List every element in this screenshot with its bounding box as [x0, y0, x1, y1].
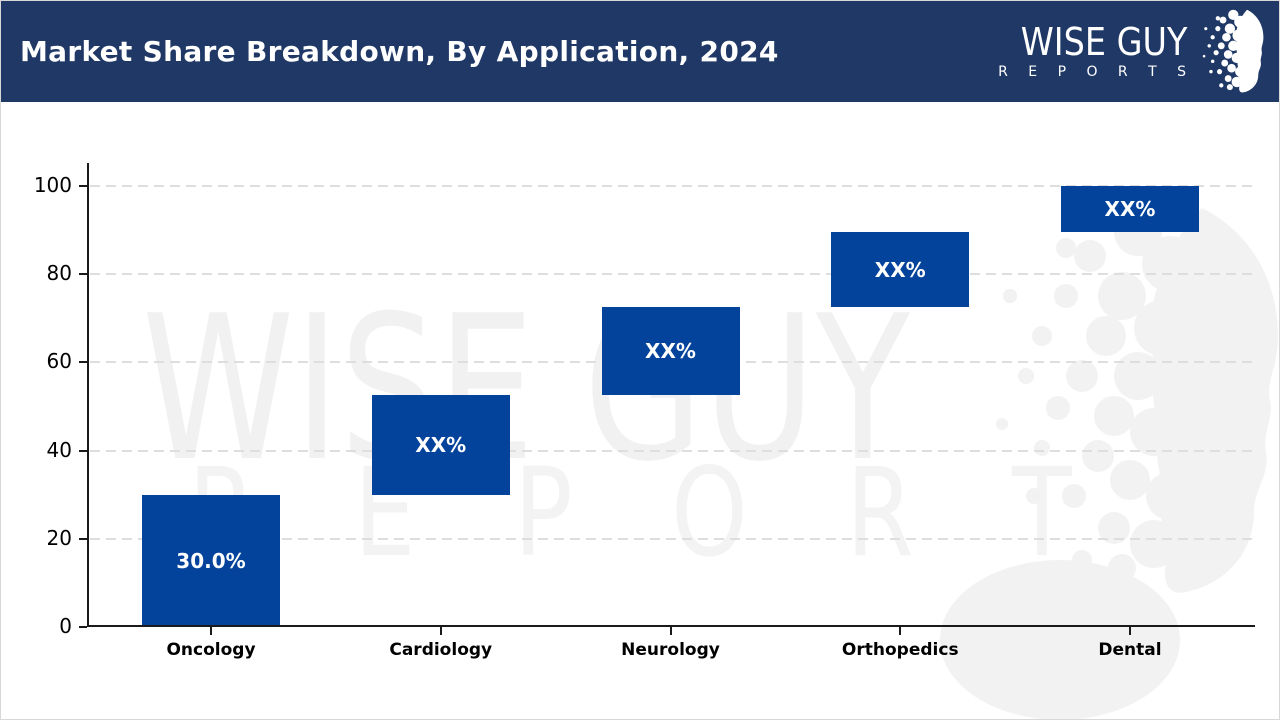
watermark-blob — [940, 560, 1180, 720]
x-axis-label-cardiology: Cardiology — [389, 640, 493, 660]
y-axis-tick — [79, 449, 87, 452]
brand-logo: WISE GUY R E P O R T S — [992, 4, 1266, 98]
bar-oncology: 30.0% — [142, 494, 280, 627]
bar-orthopedics: XX% — [831, 232, 970, 308]
header-bar: Market Share Breakdown, By Application, … — [0, 0, 1280, 102]
brand-subtitle: R E P O R T S — [998, 63, 1194, 80]
x-axis-tick — [1129, 627, 1131, 635]
gridline-100 — [90, 185, 1254, 187]
bar-cardiology: XX% — [371, 395, 510, 495]
page-title: Market Share Breakdown, By Application, … — [20, 34, 779, 68]
x-axis-tick — [210, 627, 212, 635]
y-axis-tick-label: 80 — [46, 261, 72, 286]
brand-logo-text: WISE GUY R E P O R T S — [992, 23, 1194, 80]
bar-value-label: XX% — [874, 257, 926, 282]
bar-value-label: XX% — [415, 433, 467, 458]
gridline-20 — [90, 537, 1254, 540]
x-axis-label-oncology: Oncology — [166, 640, 256, 660]
y-axis-tick — [79, 361, 87, 364]
gridline-40 — [90, 449, 1254, 452]
bar-dental: XX% — [1061, 186, 1199, 233]
brand-name: WISE GUY — [1021, 19, 1188, 64]
watermark-text-secondary: R E P O R T S — [188, 442, 1266, 584]
x-axis-label-neurology: Neurology — [621, 640, 720, 660]
y-axis-spine — [87, 163, 89, 627]
x-axis-tick — [899, 627, 902, 635]
y-axis-tick — [79, 185, 87, 187]
y-axis-tick-label: 60 — [46, 349, 72, 374]
x-axis-spine — [87, 625, 1255, 627]
y-axis-tick-label: 40 — [46, 437, 72, 462]
y-axis-tick-label: 0 — [59, 614, 72, 638]
bar-value-label: 30.0% — [176, 548, 246, 573]
y-axis-tick-label: 100 — [33, 173, 72, 197]
y-axis-tick-label: 20 — [46, 525, 72, 550]
bar-value-label: XX% — [645, 339, 696, 364]
y-axis-tick — [79, 537, 87, 540]
x-axis-label-dental: Dental — [1098, 640, 1162, 660]
y-axis-tick — [79, 273, 87, 276]
y-axis-tick — [79, 626, 87, 628]
bar-value-label: XX% — [1104, 197, 1156, 222]
x-axis-tick — [669, 627, 672, 635]
x-axis-tick — [439, 627, 442, 635]
watermark-text-primary: WISE GUY — [142, 273, 910, 506]
gridline-80 — [90, 273, 1254, 276]
x-axis-label-orthopedics: Orthopedics — [841, 640, 959, 660]
bar-neurology: XX% — [601, 307, 740, 396]
